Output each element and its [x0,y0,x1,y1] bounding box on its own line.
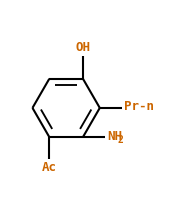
Text: NH: NH [107,130,122,143]
Text: Ac: Ac [42,161,57,174]
Text: OH: OH [76,41,90,55]
Text: Pr-n: Pr-n [124,100,154,113]
Text: 2: 2 [118,135,123,145]
